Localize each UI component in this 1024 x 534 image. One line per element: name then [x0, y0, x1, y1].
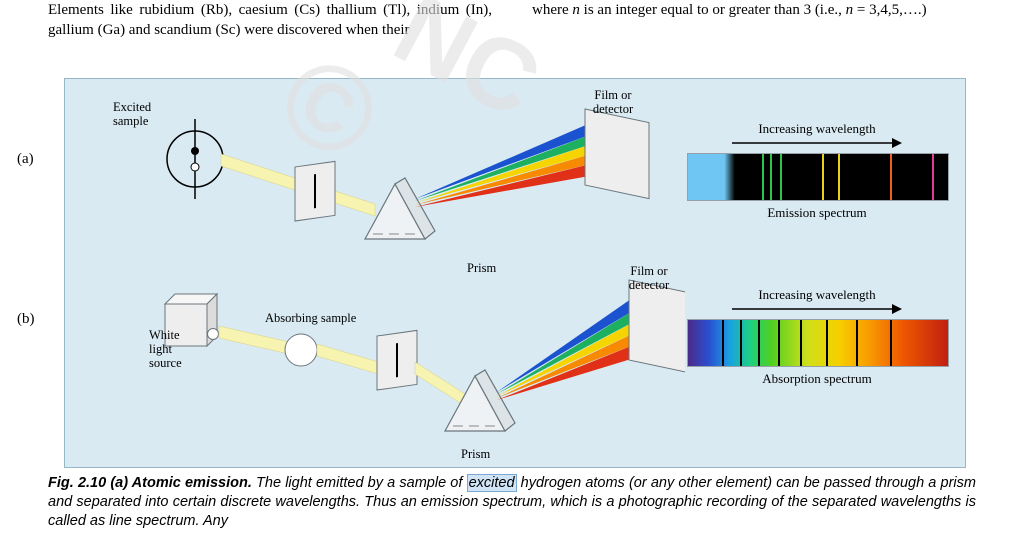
emission-spectrum-bar: [687, 153, 949, 201]
absorption-line: [800, 320, 802, 366]
emission-line: [822, 154, 824, 200]
caption-lead: Fig. 2.10 (a) Atomic emission.: [48, 475, 252, 491]
emission-line: [890, 154, 892, 200]
top-right-col: where n is an integer equal to or greate…: [532, 0, 976, 41]
absorption-arrow-icon: [732, 303, 902, 315]
emission-arrow-label: Increasing wavelength: [687, 121, 947, 137]
label-absorbing-sample: Absorbing sample: [265, 311, 356, 326]
absorption-line: [758, 320, 760, 366]
top-paragraphs: Elements like rubidium (Rb), caesium (Cs…: [48, 0, 976, 41]
absorption-line: [890, 320, 892, 366]
absorption-line: [856, 320, 858, 366]
figure-box: © NC (a) (b): [64, 78, 966, 468]
label-b: (b): [17, 311, 35, 328]
emission-line: [780, 154, 782, 200]
emission-spectrum-block: Increasing wavelength Emission spectrum: [687, 121, 947, 221]
emission-caption: Emission spectrum: [687, 205, 947, 221]
absorption-arrow-label: Increasing wavelength: [687, 287, 947, 303]
emission-line: [770, 154, 772, 200]
r1: where: [532, 2, 572, 18]
label-excited-sample: Excited sample: [113, 101, 163, 129]
top-left-col: Elements like rubidium (Rb), caesium (Cs…: [48, 0, 492, 41]
absorption-spectrum-bar: [687, 319, 949, 367]
caption-excited-highlight: excited: [467, 474, 517, 492]
label-prism-b: Prism: [461, 447, 490, 462]
r2: n: [572, 2, 583, 18]
caption-b1: The light emitted by a sample of: [252, 475, 467, 491]
label-a: (a): [17, 151, 34, 168]
absorption-caption: Absorption spectrum: [687, 371, 947, 387]
emission-line: [838, 154, 840, 200]
label-white-light: White light source: [149, 329, 197, 370]
figure-caption: Fig. 2.10 (a) Atomic emission. The light…: [48, 474, 976, 531]
absorption-line: [826, 320, 828, 366]
label-film-detector-b: Film or detector: [619, 265, 679, 293]
diagram-a: [85, 89, 665, 269]
absorption-spectrum-block: Increasing wavelength Absorption spectru…: [687, 287, 947, 387]
r3: is an integer equal to or greater than 3…: [584, 2, 846, 18]
absorption-line: [778, 320, 780, 366]
absorption-line: [722, 320, 724, 366]
emission-line: [762, 154, 764, 200]
r5: = 3,4,5,….): [853, 2, 926, 18]
emission-arrow-icon: [732, 137, 902, 149]
emission-line: [932, 154, 934, 200]
label-film-detector-a: Film or detector: [583, 89, 643, 117]
absorption-line: [740, 320, 742, 366]
